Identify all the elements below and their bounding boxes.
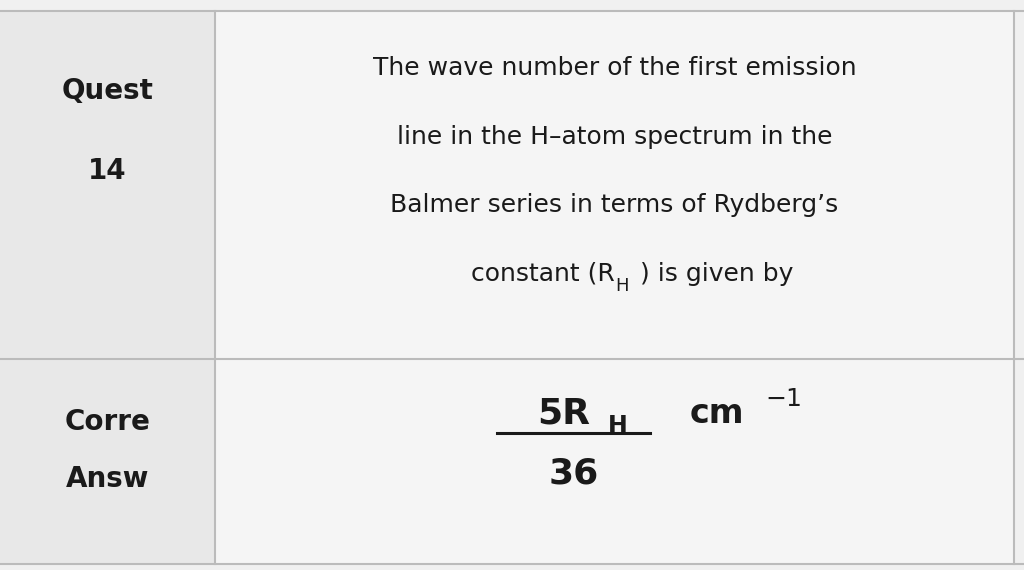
Text: Quest: Quest <box>61 77 154 105</box>
Text: Balmer series in terms of Rydberg’s: Balmer series in terms of Rydberg’s <box>390 193 839 217</box>
Bar <box>215 359 1014 564</box>
Text: Answ: Answ <box>66 465 150 493</box>
Text: 14: 14 <box>88 157 127 185</box>
Text: 5R: 5R <box>537 396 590 430</box>
Text: cm: cm <box>689 397 744 430</box>
Text: constant (R: constant (R <box>471 262 614 286</box>
Text: Corre: Corre <box>65 408 151 436</box>
Text: 36: 36 <box>548 456 599 490</box>
Text: The wave number of the first emission: The wave number of the first emission <box>373 56 856 80</box>
Bar <box>215 11 1014 359</box>
Bar <box>0 11 215 359</box>
Text: H: H <box>615 277 629 295</box>
Text: −1: −1 <box>765 387 802 411</box>
Text: H: H <box>607 414 628 438</box>
Text: line in the H–atom spectrum in the: line in the H–atom spectrum in the <box>396 125 833 149</box>
Bar <box>0 359 215 564</box>
Text: ) is given by: ) is given by <box>640 262 794 286</box>
